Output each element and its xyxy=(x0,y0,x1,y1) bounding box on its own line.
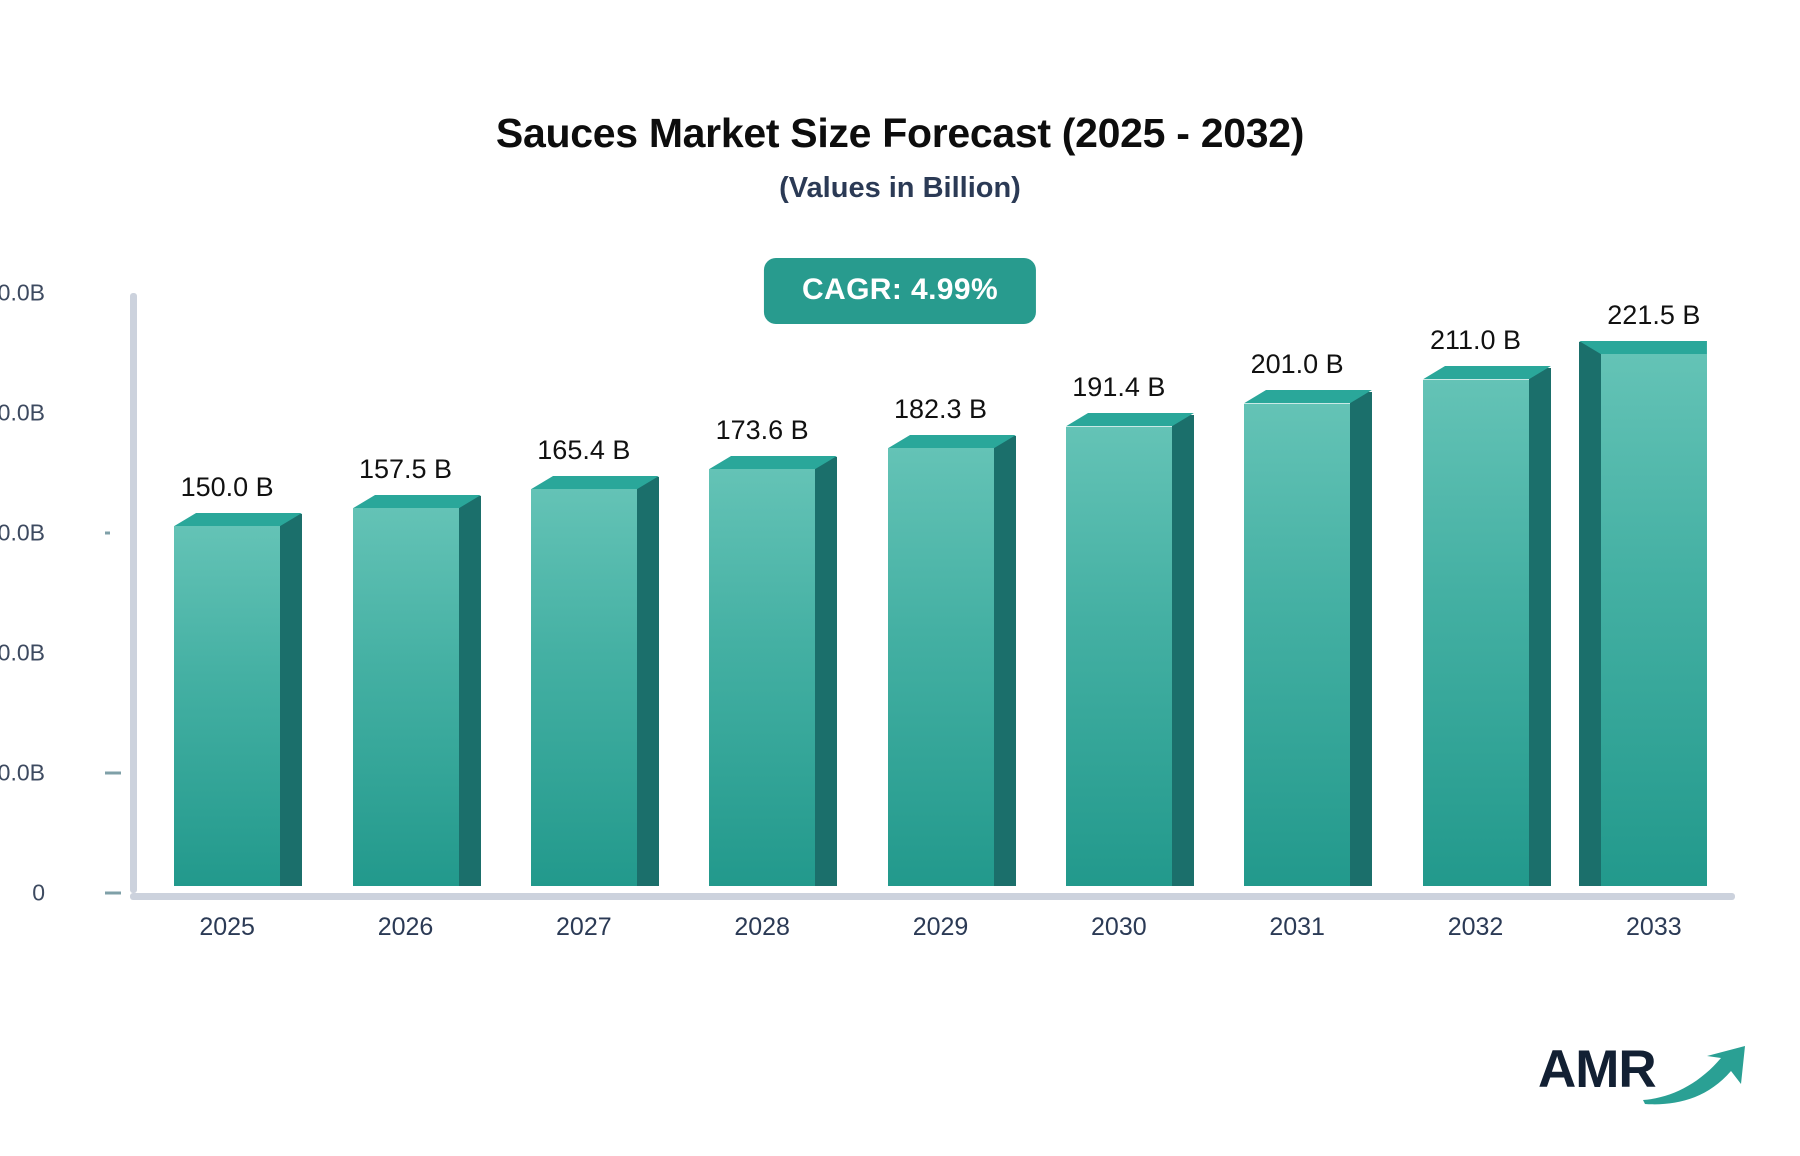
bar-top-face xyxy=(1244,390,1373,404)
bar-front-face xyxy=(887,448,994,886)
bar-top-face xyxy=(352,494,481,508)
bar-side-face xyxy=(1350,391,1373,886)
bar-front-face xyxy=(709,469,816,886)
bar-top-face xyxy=(709,456,838,470)
bar-top-face xyxy=(1065,413,1194,427)
bar-value-label: 157.5 B xyxy=(358,453,453,484)
bar-2028[interactable]: 173.6 B xyxy=(709,415,838,886)
bar-value-label: 173.6 B xyxy=(715,415,809,446)
bar-side-face xyxy=(1528,367,1551,886)
x-axis-label-2027: 2027 xyxy=(556,913,612,941)
bar-top-face xyxy=(1422,366,1551,380)
bar-value-label: 191.4 B xyxy=(1072,372,1166,403)
bar-front-face xyxy=(1422,379,1529,886)
bar-top-face xyxy=(887,435,1016,449)
bar-side-face xyxy=(636,476,659,886)
logo-wordmark: AMR xyxy=(1538,1040,1657,1099)
trending-up-arrow-icon xyxy=(1643,1046,1745,1105)
bar-2025[interactable]: 150.0 B xyxy=(174,472,303,886)
x-axis-label-2026: 2026 xyxy=(377,913,434,941)
x-axis-label-2032: 2032 xyxy=(1447,913,1504,941)
bar-2030[interactable]: 191.4 B xyxy=(1065,372,1194,886)
y-axis-tick-label: 150.0B xyxy=(0,519,45,546)
bar-front-face xyxy=(1244,403,1351,886)
bar-front-face xyxy=(174,526,281,886)
bar-value-label: 150.0 B xyxy=(180,471,274,502)
chart-title: Sauces Market Size Forecast (2025 - 2032… xyxy=(495,110,1305,156)
bar-2027[interactable]: 165.4 B xyxy=(530,435,659,886)
y-axis-line xyxy=(130,293,137,893)
bar-value-label: 165.4 B xyxy=(537,434,631,465)
bar-front-face xyxy=(352,508,459,886)
bar-side-face xyxy=(1171,414,1194,886)
bar-2026[interactable]: 157.5 B xyxy=(352,454,481,886)
bar-2029[interactable]: 182.3 B xyxy=(887,394,1016,886)
bar-side-face xyxy=(815,457,838,886)
bar-value-label: 182.3 B xyxy=(893,394,988,425)
y-axis-tick-label: 100.0B xyxy=(0,639,45,666)
bar-2031[interactable]: 201.0 B xyxy=(1244,349,1373,886)
x-axis-label-2033: 2033 xyxy=(1626,913,1682,941)
y-axis-tick-mark xyxy=(105,891,121,895)
y-axis-tick-label: 50.0B xyxy=(0,759,45,786)
bar-side-face xyxy=(1578,342,1601,886)
bar-value-label: 211.0 B xyxy=(1429,325,1522,356)
bar-front-face xyxy=(1065,426,1172,886)
cagr-badge: CAGR: 4.99% xyxy=(763,258,1037,324)
bar-front-face xyxy=(530,489,637,886)
chart-subtitle: (Values in Billion) xyxy=(779,172,1021,204)
y-axis-tick-mark xyxy=(105,531,110,535)
x-axis-line xyxy=(130,893,1735,900)
y-axis-tick-mark xyxy=(105,771,121,775)
plot-area: 0 50.0B 100.0B 150.0B 200.0B 250.0B 150.0 B 15… xyxy=(0,280,1735,941)
y-axis-tick-label: 0 xyxy=(32,879,45,906)
x-axis-label-2031: 2031 xyxy=(1269,913,1325,941)
bar-top-face xyxy=(530,475,659,490)
y-axis-tick-label: 250.0B xyxy=(0,279,45,306)
bar-value-label: 221.5 B xyxy=(1607,300,1701,331)
bar-top-face xyxy=(174,512,303,526)
x-axis-label-2028: 2028 xyxy=(734,913,790,941)
y-axis-tick-label: 200.0B xyxy=(0,399,45,426)
amr-logo: AMR xyxy=(1538,1042,1758,1122)
bar-side-face xyxy=(458,495,481,886)
bar-2032[interactable]: 211.0 B xyxy=(1422,325,1551,886)
bar-value-label: 201.0 B xyxy=(1250,349,1344,380)
bar-front-face xyxy=(1600,354,1707,886)
bar-2033[interactable]: 221.5 B xyxy=(1578,300,1707,886)
x-axis-label-2029: 2029 xyxy=(912,913,969,941)
x-axis-label-2030: 2030 xyxy=(1091,913,1147,941)
bar-side-face xyxy=(993,436,1016,886)
bar-side-face xyxy=(280,513,303,886)
x-axis-label-2025: 2025 xyxy=(199,913,255,941)
bar-top-face xyxy=(1578,341,1707,355)
